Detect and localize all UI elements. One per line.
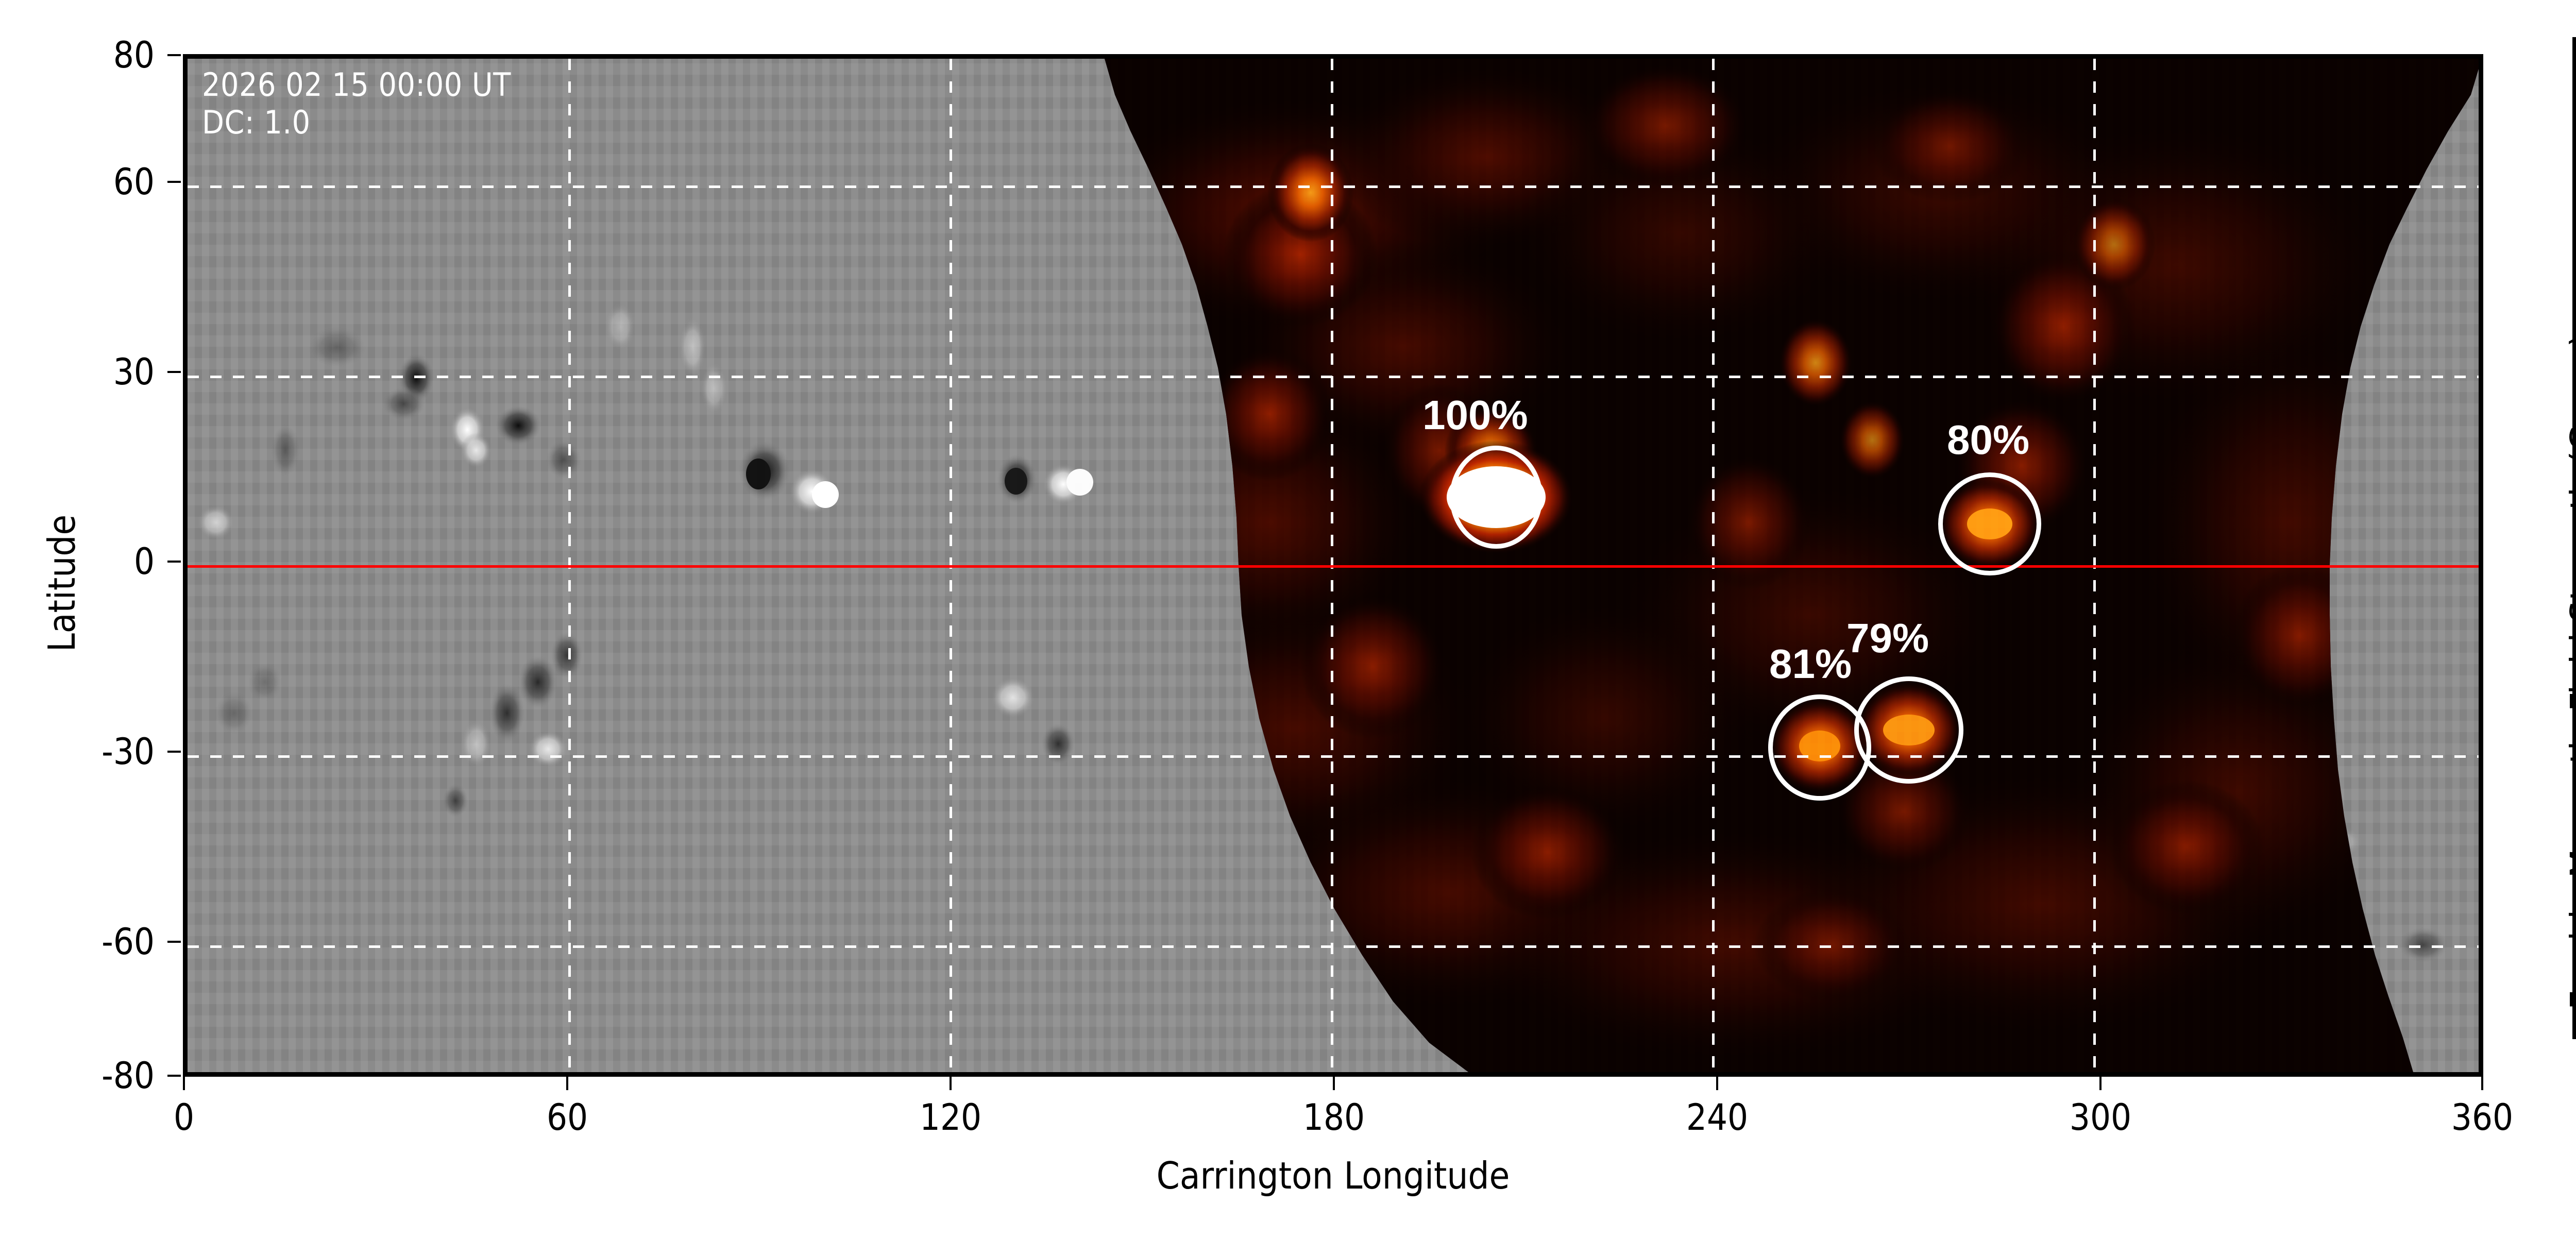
equator-line bbox=[188, 565, 2479, 568]
ytick-0 bbox=[167, 561, 181, 563]
xticklabel-60: 60 bbox=[546, 1096, 588, 1139]
xticklabel-0: 0 bbox=[173, 1096, 195, 1139]
xticklabel-300: 300 bbox=[2069, 1096, 2132, 1139]
yticklabel-neg80: -80 bbox=[101, 1055, 155, 1097]
xtick-300 bbox=[2099, 1077, 2102, 1090]
gridline-lat-neg60 bbox=[188, 945, 2479, 948]
xticklabel-360: 360 bbox=[2451, 1096, 2514, 1139]
frontside-features-layer bbox=[197, 303, 2449, 963]
xtick-360 bbox=[2481, 1077, 2483, 1090]
farside-colorbar bbox=[2572, 37, 2576, 1039]
region-label-100: 100% bbox=[1422, 392, 1528, 438]
yaxis-label: Latitude bbox=[40, 514, 83, 652]
region-label-79: 79% bbox=[1846, 615, 1929, 661]
timestamp-annotation: 2026 02 15 00:00 UT DC: 1.0 bbox=[202, 66, 511, 142]
yticklabel-neg30: -30 bbox=[101, 731, 155, 773]
ytick-neg60 bbox=[167, 941, 181, 943]
ytick-neg30 bbox=[167, 751, 181, 753]
xticklabel-180: 180 bbox=[1302, 1096, 1365, 1139]
yticklabel-80: 80 bbox=[113, 34, 155, 76]
ytick-60 bbox=[167, 181, 181, 183]
magnetogram-plot: 2026 02 15 00:00 UT DC: 1.0 100% 80% 81%… bbox=[183, 54, 2483, 1077]
yticklabel-60: 60 bbox=[113, 161, 155, 203]
farside-colorbar-title: Farside Magnetic Field Strength (Gauss) bbox=[2563, 333, 2576, 1010]
xtick-120 bbox=[950, 1077, 952, 1090]
xticklabel-120: 120 bbox=[919, 1096, 982, 1139]
yticklabel-neg60: -60 bbox=[101, 921, 155, 963]
yticklabel-0: 0 bbox=[133, 540, 155, 583]
xaxis-label: Carrington Longitude bbox=[1156, 1154, 1510, 1197]
gridline-lat-neg30 bbox=[188, 755, 2479, 758]
gridline-lat-60 bbox=[188, 185, 2479, 188]
ytick-neg80 bbox=[167, 1075, 181, 1077]
xtick-240 bbox=[1716, 1077, 1718, 1090]
ytick-30 bbox=[167, 371, 181, 373]
region-label-81: 81% bbox=[1769, 641, 1852, 687]
region-marker-81 bbox=[1768, 694, 1871, 801]
xtick-180 bbox=[1333, 1077, 1335, 1090]
gridline-lat-30 bbox=[188, 376, 2479, 378]
ytick-80 bbox=[167, 54, 181, 56]
xtick-60 bbox=[566, 1077, 568, 1090]
yticklabel-30: 30 bbox=[113, 351, 155, 393]
region-label-80: 80% bbox=[1947, 417, 2030, 463]
region-marker-80 bbox=[1938, 472, 2041, 575]
xticklabel-240: 240 bbox=[1686, 1096, 1749, 1139]
xtick-0 bbox=[183, 1077, 185, 1090]
region-marker-79 bbox=[1854, 676, 1963, 784]
region-marker-100 bbox=[1450, 446, 1543, 549]
farside-field-layer bbox=[1105, 59, 2479, 1072]
